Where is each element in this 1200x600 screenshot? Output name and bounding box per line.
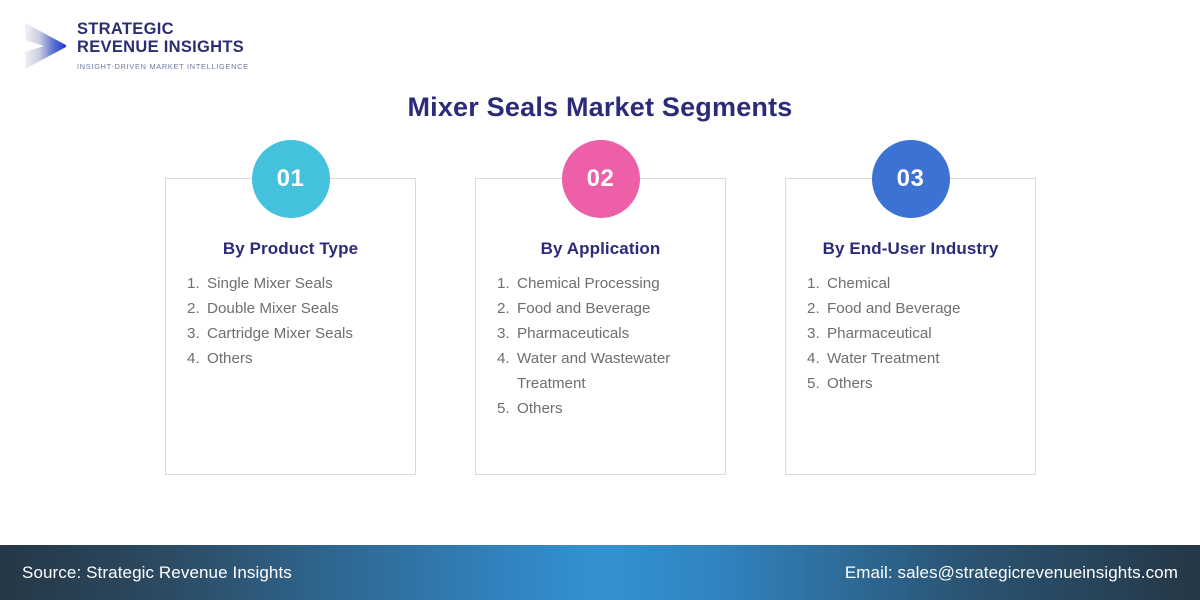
list-item-number: 1. <box>807 275 820 292</box>
list-item: 4. Others <box>187 346 403 371</box>
list-item-number: 4. <box>187 350 200 367</box>
list-item-number: 3. <box>807 325 820 342</box>
list-item: 1. Single Mixer Seals <box>187 271 403 296</box>
list-item-number: 4. <box>807 350 820 367</box>
list-item-label: Cartridge Mixer Seals <box>207 325 354 342</box>
list-item-number: 5. <box>807 375 820 392</box>
list-item: 4. Water Treatment <box>807 346 1023 371</box>
segment-cards: 01 By Product Type 1. Single Mixer Seals … <box>165 140 1036 477</box>
list-item-label: Others <box>827 375 873 392</box>
list-item-number: 2. <box>497 300 510 317</box>
list-item: 1. Chemical Processing <box>497 271 713 296</box>
footer-source-text: Source: Strategic Revenue Insights <box>22 562 292 582</box>
brand-tagline: INSIGHT-DRIVEN MARKET INTELLIGENCE <box>77 62 249 72</box>
segment-badge-01: 01 <box>251 140 330 218</box>
list-item-number: 1. <box>497 275 510 292</box>
list-item: 1. Chemical <box>807 271 1023 296</box>
list-item-number: 2. <box>187 300 200 317</box>
brand-name-line-1: STRATEGIC <box>77 19 174 38</box>
list-item-label: Water Treatment <box>827 350 940 367</box>
list-item: 3. Pharmaceutical <box>807 321 1023 346</box>
list-item-number: 3. <box>497 325 510 342</box>
list-item-number: 2. <box>807 300 820 317</box>
list-item-label: Double Mixer Seals <box>207 300 339 317</box>
segment-card-application: 02 By Application 1. Chemical Processing … <box>475 140 726 475</box>
list-item-number: 1. <box>187 275 200 292</box>
list-item: 5. Others <box>497 396 713 421</box>
segment-list-application: 1. Chemical Processing 2. Food and Beverag… <box>497 271 713 421</box>
list-item-label: Single Mixer Seals <box>207 275 333 292</box>
list-item-number: 3. <box>187 325 200 342</box>
list-item: 5. Others <box>807 371 1023 396</box>
list-item-label: Others <box>207 350 253 367</box>
segment-card-product-type: 01 By Product Type 1. Single Mixer Seals … <box>165 140 416 475</box>
list-item: 3. Cartridge Mixer Seals <box>187 321 403 346</box>
segment-list-end-user-industry: 1. Chemical 2. Food and Beverage 3. Pharmac… <box>807 271 1023 396</box>
list-item-label: Others <box>517 400 563 417</box>
brand-wordmark: STRATEGIC REVENUE INSIGHTS INSIGHT-DRIVE… <box>77 19 249 72</box>
list-item-number: 4. <box>497 350 510 367</box>
list-item-label: Pharmaceutical <box>827 325 932 342</box>
segment-badge-02: 02 <box>561 140 640 218</box>
footer-bar: Source: Strategic Revenue Insights Email… <box>0 545 1200 600</box>
list-item-label: Food and Beverage <box>517 300 651 317</box>
list-item-number: 5. <box>497 400 510 417</box>
segment-card-end-user-industry: 03 By End-User Industry 1. Chemical 2. Foo… <box>785 140 1036 475</box>
segment-heading-application: By Application <box>540 239 661 258</box>
brand-name-line-2: REVENUE INSIGHTS <box>77 37 245 56</box>
list-item: 2. Food and Beverage <box>497 296 713 321</box>
list-item: 2. Double Mixer Seals <box>187 296 403 321</box>
brand-logo: STRATEGIC REVENUE INSIGHTS INSIGHT-DRIVE… <box>22 20 249 72</box>
page-title: Mixer Seals Market Segments <box>407 92 793 122</box>
list-item: 3. Pharmaceuticals <box>497 321 713 346</box>
segment-heading-product-type: By Product Type <box>222 239 359 258</box>
segment-badge-03: 03 <box>871 140 950 218</box>
list-item-label: Chemical Processing <box>517 275 660 292</box>
list-item: 4. Water and Wastewater Treatment <box>497 346 713 396</box>
list-item: 2. Food and Beverage <box>807 296 1023 321</box>
list-item-label: Food and Beverage <box>827 300 961 317</box>
list-item-label: Pharmaceuticals <box>517 325 630 342</box>
footer-email-text: Email: sales@strategicrevenueinsights.co… <box>844 562 1178 582</box>
chevron-right-logo-icon <box>22 20 68 72</box>
list-item-label: Chemical <box>827 275 891 292</box>
segment-list-product-type: 1. Single Mixer Seals 2. Double Mixer Seal… <box>187 271 403 371</box>
list-item-label: Water and Wastewater Treatment <box>517 350 671 392</box>
segment-heading-end-user-industry: By End-User Industry <box>822 239 999 258</box>
